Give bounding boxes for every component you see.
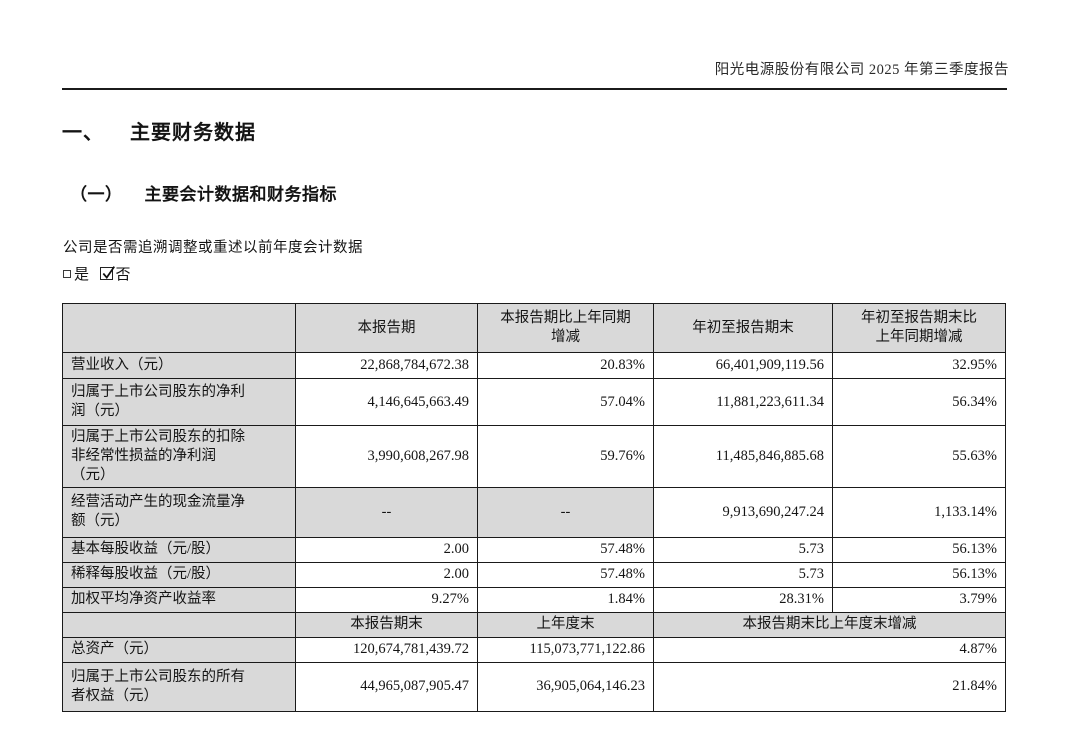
table-row-net-profit-excl-nonrecurring: 归属于上市公司股东的扣除 非经常性损益的净利润 （元） 3,990,608,26…	[62, 425, 1006, 488]
header-cell-end-vs-prior-year-change: 本报告期末比上年度末增减	[653, 611, 1006, 638]
value-current-period: 22,868,784,672.38	[295, 352, 478, 379]
table-row-weighted-avg-roe: 加权平均净资产收益率 9.27% 1.84% 28.31% 3.79%	[62, 586, 1006, 613]
table-header-row-period-end: 本报告期末 上年度末 本报告期末比上年度末增减	[62, 611, 1006, 638]
value-end-change: 4.87%	[653, 636, 1006, 663]
value-period-end: 44,965,087,905.47	[295, 661, 478, 712]
value-period-yoy: 20.83%	[477, 352, 654, 379]
table-header-row-period: 本报告期 本报告期比上年同期 增减 年初至报告期末 年初至报告期末比 上年同期增…	[62, 303, 1006, 353]
value-ytd: 9,913,690,247.24	[653, 486, 833, 538]
section-1-1-number: （一）	[70, 185, 123, 204]
value-ytd-yoy: 56.34%	[832, 378, 1006, 426]
row-label: 总资产（元）	[62, 636, 296, 663]
section-1-number: 一、	[62, 122, 104, 144]
value-period-yoy-na: --	[477, 486, 654, 538]
value-ytd: 11,485,846,885.68	[653, 425, 833, 488]
value-current-period: 4,146,645,663.49	[295, 378, 478, 426]
value-period-yoy: 57.04%	[477, 378, 654, 426]
value-prior-year-end: 115,073,771,122.86	[477, 636, 654, 663]
no-checkbox-checked-icon[interactable]	[99, 266, 115, 280]
value-ytd: 66,401,909,119.56	[653, 352, 833, 379]
document-header-title: 阳光电源股份有限公司 2025 年第三季度报告	[714, 62, 1009, 78]
value-ytd: 11,881,223,611.34	[653, 378, 833, 426]
table-row-diluted-eps: 稀释每股收益（元/股） 2.00 57.48% 5.73 56.13%	[62, 561, 1006, 588]
header-cell-period-end: 本报告期末	[295, 611, 478, 638]
restatement-options: 是否	[63, 263, 131, 284]
value-ytd: 5.73	[653, 561, 833, 588]
row-label: 稀释每股收益（元/股）	[62, 561, 296, 588]
header-cell-current-period: 本报告期	[295, 303, 478, 353]
header-divider-line	[62, 88, 1007, 90]
restatement-question: 公司是否需追溯调整或重述以前年度会计数据	[63, 240, 363, 256]
value-ytd-yoy: 1,133.14%	[832, 486, 1006, 538]
table-row-basic-eps: 基本每股收益（元/股） 2.00 57.48% 5.73 56.13%	[62, 536, 1006, 563]
value-prior-year-end: 36,905,064,146.23	[477, 661, 654, 712]
value-current-period-na: --	[295, 486, 478, 538]
value-period-end: 120,674,781,439.72	[295, 636, 478, 663]
table-row-operating-cash-flow: 经营活动产生的现金流量净 额（元） -- -- 9,913,690,247.24…	[62, 486, 1006, 538]
header-cell-period-yoy-change: 本报告期比上年同期 增减	[477, 303, 654, 353]
value-current-period: 2.00	[295, 561, 478, 588]
row-label: 加权平均净资产收益率	[62, 586, 296, 613]
value-current-period: 3,990,608,267.98	[295, 425, 478, 488]
value-ytd-yoy: 55.63%	[832, 425, 1006, 488]
yes-option-label: 是	[74, 267, 90, 283]
header-cell-ytd: 年初至报告期末	[653, 303, 833, 353]
value-ytd: 5.73	[653, 536, 833, 563]
value-period-yoy: 1.84%	[477, 586, 654, 613]
row-label: 营业收入（元）	[62, 352, 296, 379]
value-period-yoy: 59.76%	[477, 425, 654, 488]
section-1-heading: 一、 主要财务数据	[62, 116, 256, 145]
row-label: 归属于上市公司股东的扣除 非经常性损益的净利润 （元）	[62, 425, 296, 488]
value-ytd-yoy: 56.13%	[832, 561, 1006, 588]
section-1-1-title: 主要会计数据和财务指标	[144, 185, 337, 204]
header-cell-empty	[62, 303, 296, 353]
value-current-period: 2.00	[295, 536, 478, 563]
value-ytd-yoy: 56.13%	[832, 536, 1006, 563]
value-period-yoy: 57.48%	[477, 561, 654, 588]
value-ytd-yoy: 3.79%	[832, 586, 1006, 613]
header-cell-prior-year-end: 上年度末	[477, 611, 654, 638]
yes-checkbox-unchecked-icon[interactable]	[63, 270, 71, 278]
no-option-label: 否	[115, 267, 132, 283]
table-row-equity-attributable: 归属于上市公司股东的所有 者权益（元） 44,965,087,905.47 36…	[62, 661, 1006, 712]
financial-data-table: 本报告期 本报告期比上年同期 增减 年初至报告期末 年初至报告期末比 上年同期增…	[62, 303, 1006, 712]
table-row-net-profit-attributable: 归属于上市公司股东的净利 润（元） 4,146,645,663.49 57.04…	[62, 378, 1006, 426]
value-ytd-yoy: 32.95%	[832, 352, 1006, 379]
value-ytd: 28.31%	[653, 586, 833, 613]
value-current-period: 9.27%	[295, 586, 478, 613]
row-label: 经营活动产生的现金流量净 额（元）	[62, 486, 296, 538]
row-label: 归属于上市公司股东的净利 润（元）	[62, 378, 296, 426]
header-cell-empty	[62, 611, 296, 638]
table-row-operating-revenue: 营业收入（元） 22,868,784,672.38 20.83% 66,401,…	[62, 352, 1006, 379]
row-label: 归属于上市公司股东的所有 者权益（元）	[62, 661, 296, 712]
table-row-total-assets: 总资产（元） 120,674,781,439.72 115,073,771,12…	[62, 636, 1006, 663]
row-label: 基本每股收益（元/股）	[62, 536, 296, 563]
value-end-change: 21.84%	[653, 661, 1006, 712]
section-1-title: 主要财务数据	[130, 122, 256, 144]
value-period-yoy: 57.48%	[477, 536, 654, 563]
section-1-1-heading: （一） 主要会计数据和财务指标	[70, 180, 337, 205]
header-cell-ytd-yoy-change: 年初至报告期末比 上年同期增减	[832, 303, 1006, 353]
